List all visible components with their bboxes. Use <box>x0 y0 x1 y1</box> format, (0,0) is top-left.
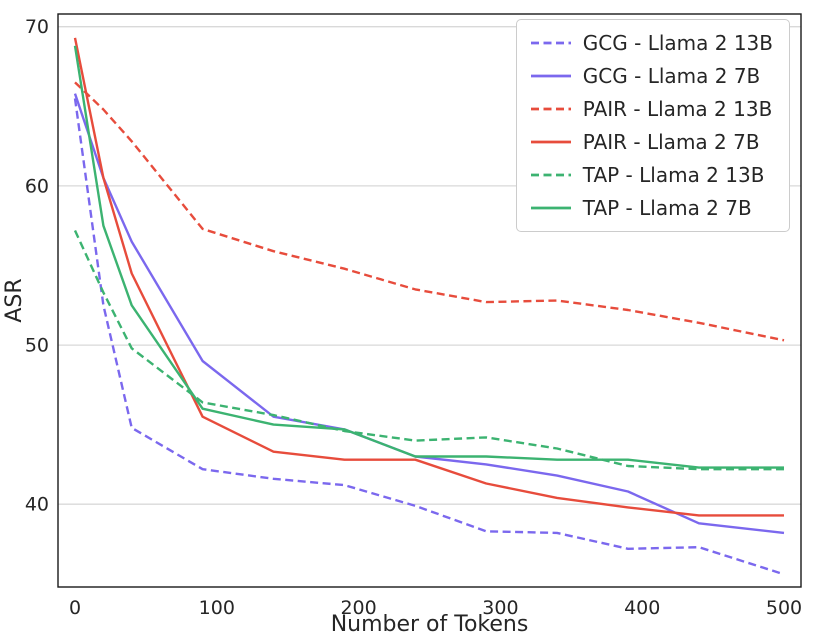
legend-entry: GCG - Llama 2 13B <box>529 30 773 56</box>
legend-entry: PAIR - Llama 2 13B <box>529 96 773 122</box>
legend-label: TAP - Llama 2 7B <box>582 196 752 220</box>
legend-entry: TAP - Llama 2 7B <box>529 195 773 221</box>
legend-label: GCG - Llama 2 7B <box>582 64 761 88</box>
legend-entry: PAIR - Llama 2 7B <box>529 129 773 155</box>
x-tick-label: 300 <box>482 597 518 619</box>
series-line <box>73 37 784 517</box>
x-tick-label: 200 <box>340 597 376 619</box>
legend-label: TAP - Llama 2 13B <box>582 163 765 187</box>
legend-line-sample <box>530 74 571 78</box>
series-line <box>73 230 784 471</box>
y-tick-label: 60 <box>25 175 49 197</box>
y-axis-label: ASR <box>2 278 27 322</box>
legend-label: GCG - Llama 2 13B <box>582 31 773 55</box>
x-tick-label: 400 <box>624 597 660 619</box>
y-tick-label: 70 <box>25 16 49 38</box>
legend-line-sample <box>530 107 571 111</box>
x-tick-label: 500 <box>766 597 802 619</box>
legend-entry: TAP - Llama 2 13B <box>529 162 773 188</box>
y-tick-label: 50 <box>25 335 49 357</box>
x-tick-label: 0 <box>69 597 81 619</box>
legend-line-sample <box>530 41 571 45</box>
series-line <box>73 45 784 469</box>
plot-border <box>57 13 802 588</box>
x-tick-label: 100 <box>199 597 235 619</box>
legend: GCG - Llama 2 13B GCG - Llama 2 7B PAIR … <box>515 19 790 232</box>
y-tick-label: 40 <box>25 494 49 516</box>
legend-line-sample <box>530 140 571 144</box>
legend-line-sample <box>530 206 571 210</box>
series-line <box>73 98 785 576</box>
series-line <box>74 81 785 342</box>
legend-entry: GCG - Llama 2 7B <box>529 63 773 89</box>
x-axis-label: Number of Tokens <box>331 612 529 637</box>
legend-label: PAIR - Llama 2 7B <box>582 130 760 154</box>
legend-label: PAIR - Llama 2 13B <box>582 97 773 121</box>
legend-line-sample <box>530 173 571 177</box>
